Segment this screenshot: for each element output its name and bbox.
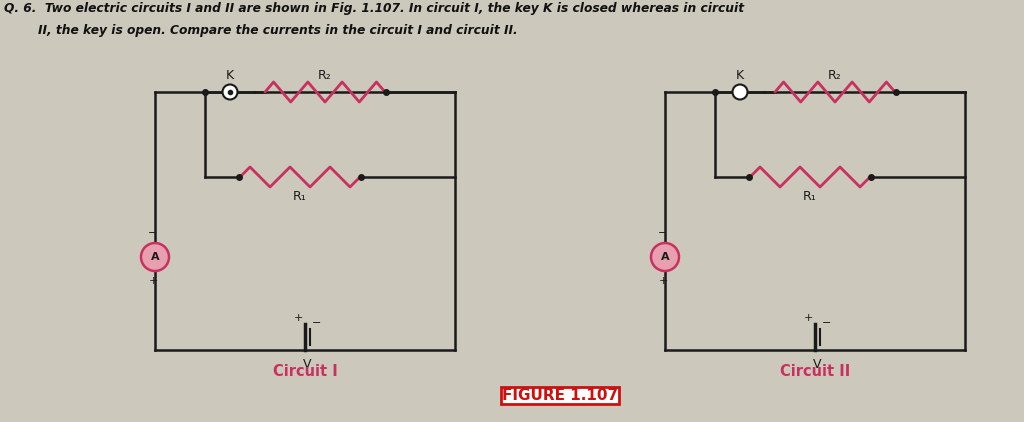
Circle shape [222, 84, 238, 100]
Text: −: − [658, 228, 668, 238]
Circle shape [651, 243, 679, 271]
Text: R₁: R₁ [803, 190, 817, 203]
Text: +: + [148, 276, 158, 286]
Text: +: + [658, 276, 668, 286]
Text: +: + [293, 313, 303, 323]
Text: Q. 6.  Two electric circuits I and II are shown in Fig. 1.107. In circuit I, the: Q. 6. Two electric circuits I and II are… [4, 2, 744, 15]
Text: +: + [803, 313, 813, 323]
Circle shape [732, 84, 748, 100]
Text: R₂: R₂ [828, 69, 842, 82]
Text: K: K [736, 69, 744, 82]
Text: K: K [226, 69, 234, 82]
Text: A: A [660, 252, 670, 262]
Text: FIGURE 1.107: FIGURE 1.107 [502, 388, 618, 403]
Text: II, the key is open. Compare the currents in the circuit I and circuit II.: II, the key is open. Compare the current… [4, 24, 517, 37]
Text: R₂: R₂ [318, 69, 332, 82]
Text: Circuit II: Circuit II [780, 364, 850, 379]
Text: V: V [813, 358, 821, 371]
Text: A: A [151, 252, 160, 262]
Text: −: − [822, 318, 831, 328]
Circle shape [141, 243, 169, 271]
Text: R₁: R₁ [293, 190, 307, 203]
Text: −: − [312, 318, 322, 328]
Text: V: V [303, 358, 311, 371]
Text: −: − [148, 228, 158, 238]
Text: Circuit I: Circuit I [272, 364, 337, 379]
